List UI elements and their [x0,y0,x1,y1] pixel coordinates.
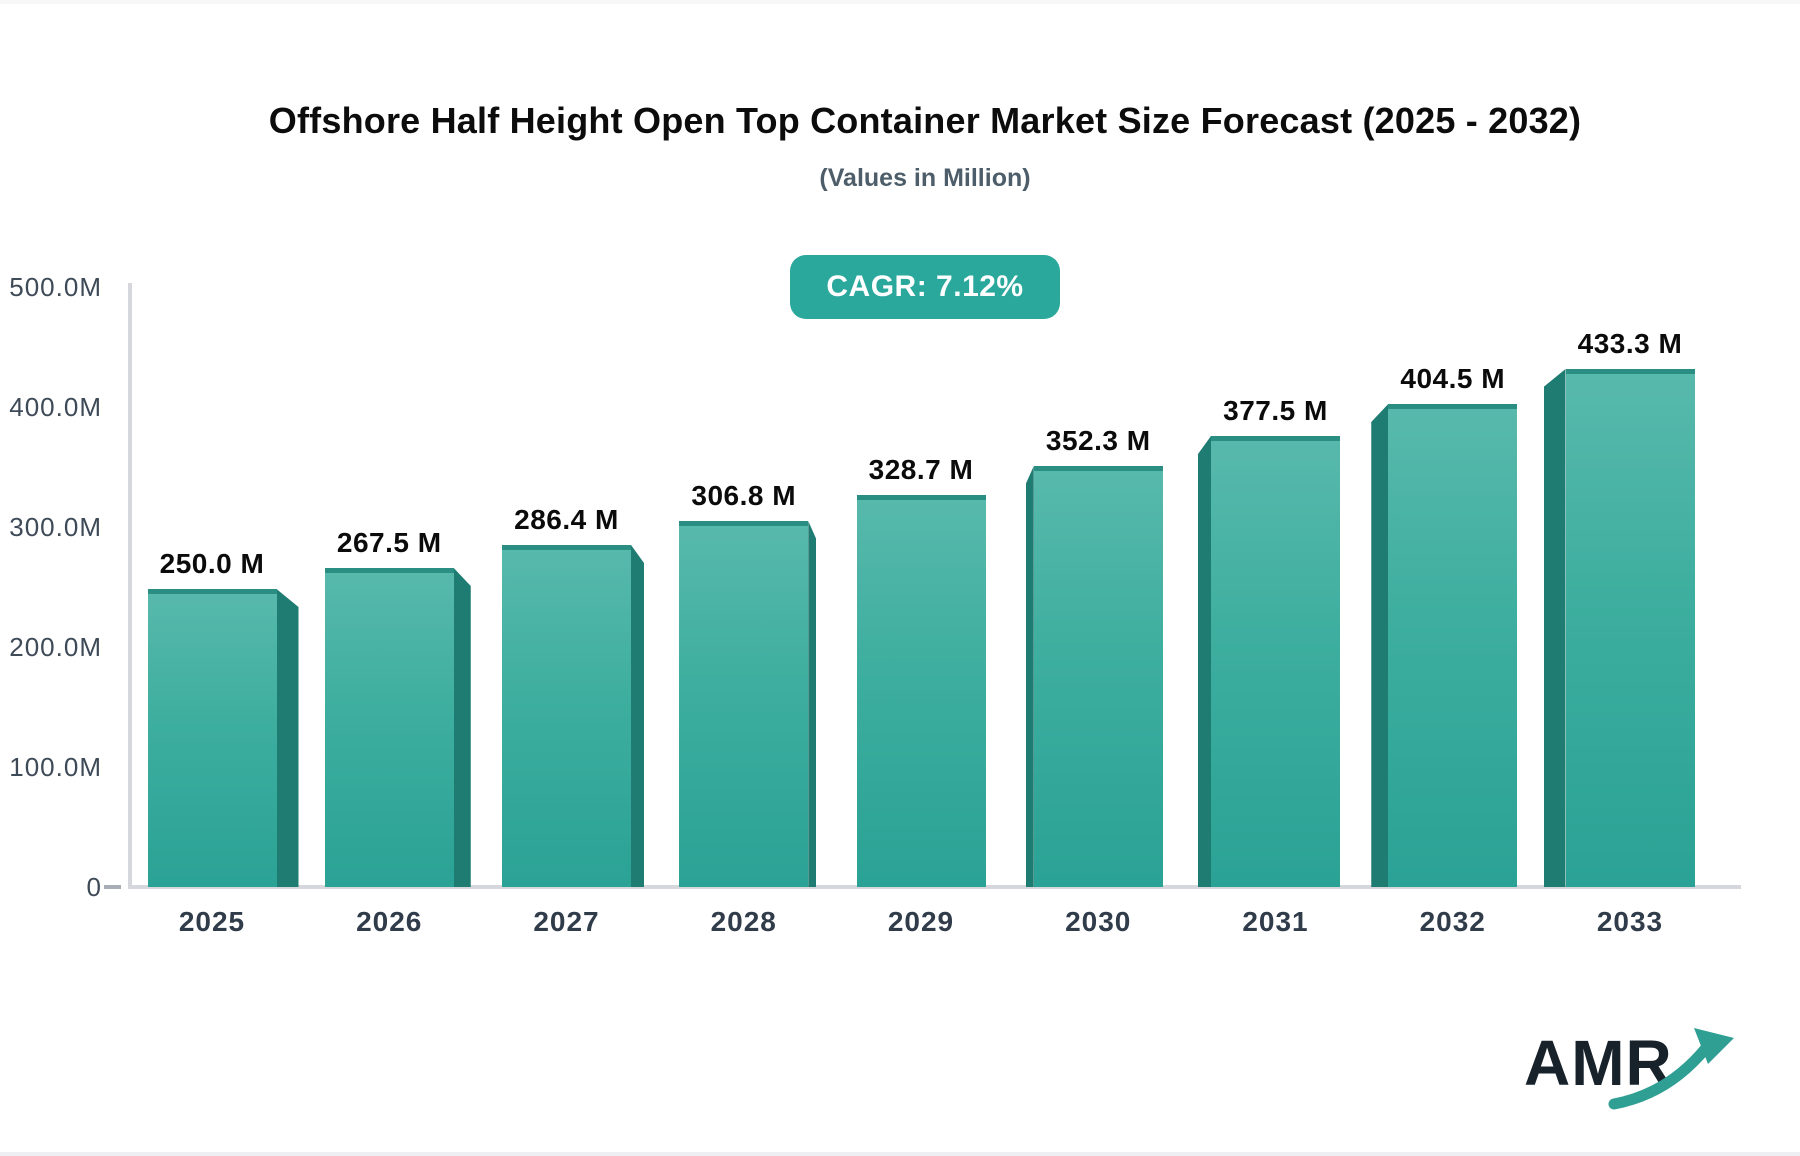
x-axis-tick-label-2030: 2030 [1065,906,1132,937]
bar-2026 [324,568,454,887]
chart-title: Offshore Half Height Open Top Container … [268,100,1582,141]
bar-top-edge-2031 [1211,436,1340,441]
bar-value-label-2030: 352.3 M [1045,425,1151,456]
zero-tick-mark [104,885,121,889]
bar-2027 [502,545,631,887]
bar-2032 [1388,404,1518,887]
chart-subtitle: (Values in Million) [819,164,1031,192]
bar-2031 [1211,436,1340,887]
bar-value-label-2025: 250.0 M [159,548,265,579]
y-axis-tick-label: 100.0M [9,752,102,782]
amr-logo-arrow-icon [1608,1028,1734,1110]
bar-2028 [679,521,809,887]
bar-side-2031 [1198,436,1211,887]
bar-top-edge-2028 [679,521,809,526]
bar-top-edge-2027 [502,545,631,550]
bar-top-edge-2030 [1033,466,1163,471]
y-axis-tick-label: 500.0M [9,272,102,302]
card-bottom-strip [0,1152,1800,1156]
x-axis-tick-label-2032: 2032 [1419,906,1486,937]
y-axis-tick-label: 400.0M [9,392,102,422]
bar-value-label-2026: 267.5 M [336,527,442,558]
x-axis-line [128,885,1741,889]
bar-top-edge-2032 [1388,404,1518,409]
bar-top-edge-2033 [1565,369,1695,374]
x-axis-tick-label-2028: 2028 [710,906,777,937]
bar-2029 [856,495,986,887]
card-top-strip [0,0,1800,4]
bar-top-edge-2025 [147,589,277,594]
bar-2030 [1033,466,1163,887]
bar-top-edge-2026 [324,568,454,573]
bar-side-2028 [808,521,817,887]
bar-side-2033 [1543,369,1566,887]
bar-value-label-2027: 286.4 M [514,504,619,535]
bar-side-2030 [1025,466,1034,887]
bar-side-2032 [1371,404,1389,887]
amr-logo: AMR [1524,1026,1744,1126]
bar-side-2026 [453,568,471,887]
bar-top-edge-2029 [856,495,986,500]
bar-value-label-2033: 433.3 M [1577,328,1683,359]
cagr-badge: CAGR: 7.12% [790,255,1060,319]
bar-2025 [147,589,277,887]
x-axis-tick-label-2026: 2026 [356,906,423,937]
y-axis-line [128,283,132,889]
bar-value-label-2031: 377.5 M [1223,395,1328,426]
amr-logo-text: AMR [1524,1027,1673,1099]
x-axis-tick-label-2031: 2031 [1242,906,1309,937]
bar-side-2025 [276,589,299,887]
y-axis-tick-label: 200.0M [9,632,102,662]
y-axis-tick-label: 0 [86,872,102,902]
bar-2033 [1565,369,1695,887]
cagr-badge-band: CAGR: 7.12% [25,255,1800,319]
x-axis-tick-label-2027: 2027 [533,906,600,937]
bar-side-2027 [631,545,644,887]
bar-value-label-2029: 328.7 M [868,454,974,485]
x-axis-tick-label-2029: 2029 [887,906,955,937]
x-axis-tick-label-2025: 2025 [178,906,246,937]
x-axis-tick-label-2033: 2033 [1596,906,1664,937]
bar-value-label-2028: 306.8 M [691,480,797,511]
y-axis-tick-label: 300.0M [9,512,102,542]
bar-value-label-2032: 404.5 M [1400,363,1506,394]
